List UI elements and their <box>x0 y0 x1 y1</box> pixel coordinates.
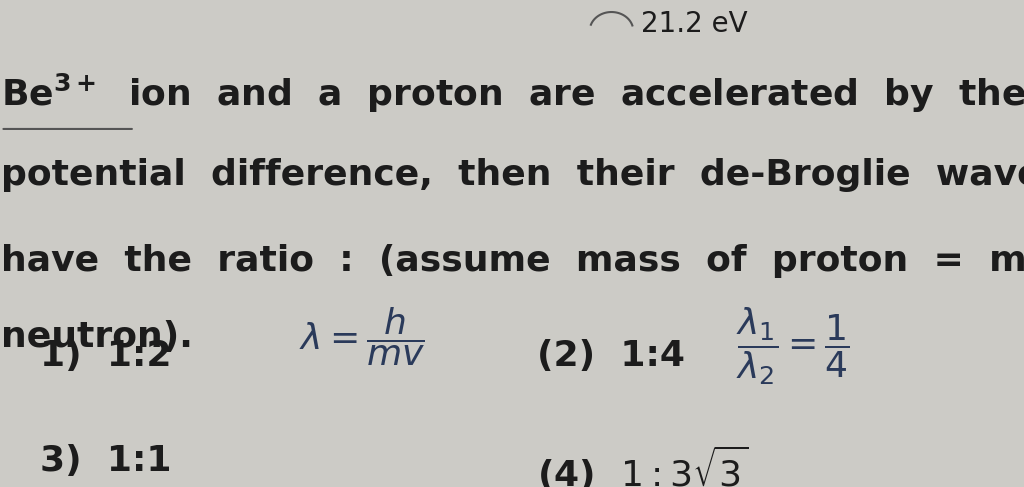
Text: $\dfrac{\lambda_1}{\lambda_2} = \dfrac{1}{4}$: $\dfrac{\lambda_1}{\lambda_2} = \dfrac{1… <box>735 305 850 387</box>
Text: 3)  1:1: 3) 1:1 <box>40 444 172 478</box>
Text: $\mathbf{Be}^{\mathbf{3+}}$  ion  and  a  proton  are  accelerated  by  the  sam: $\mathbf{Be}^{\mathbf{3+}}$ ion and a pr… <box>1 72 1024 115</box>
Text: (2)  1:4: (2) 1:4 <box>537 339 685 373</box>
Text: (4)  $1:3\sqrt{3}$: (4) $1:3\sqrt{3}$ <box>537 444 749 487</box>
Text: $\lambda = \dfrac{h}{mv}$: $\lambda = \dfrac{h}{mv}$ <box>299 305 425 368</box>
Text: potential  difference,  then  their  de-Broglie  wavelengt: potential difference, then their de-Brog… <box>1 158 1024 191</box>
Text: neutron).: neutron). <box>1 320 193 354</box>
Text: 1)  1:2: 1) 1:2 <box>40 339 172 373</box>
Text: 21.2 eV: 21.2 eV <box>641 10 748 37</box>
Text: have  the  ratio  :  (assume  mass  of  proton  =  mass  o: have the ratio : (assume mass of proton … <box>1 244 1024 278</box>
